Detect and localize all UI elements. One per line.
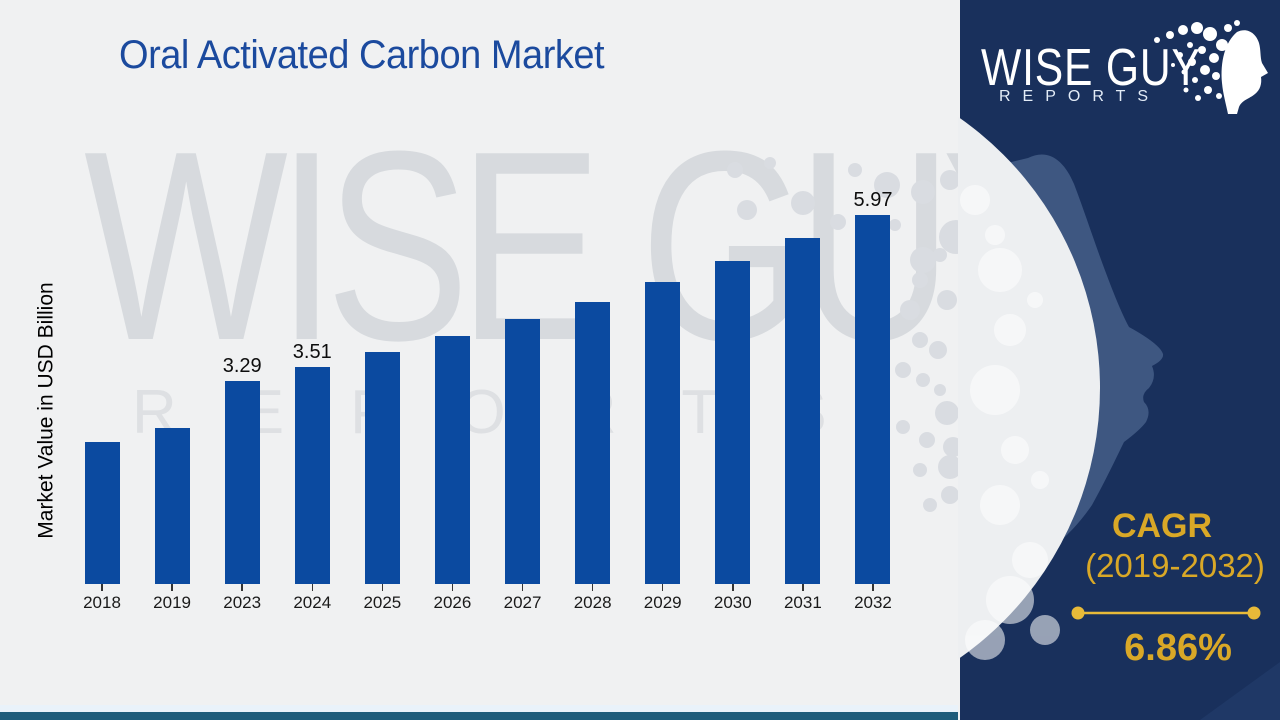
bottom-teal-strip xyxy=(0,712,958,720)
x-tick-label-2024: 2024 xyxy=(293,593,332,612)
x-tick-label-2028: 2028 xyxy=(573,593,612,612)
x-tick-2018 xyxy=(101,584,103,591)
bar-2019 xyxy=(154,428,190,584)
x-tick-2019 xyxy=(171,584,173,591)
x-tick-2029 xyxy=(661,584,664,591)
cagr-value: 6.86% xyxy=(1124,627,1232,669)
x-tick-2031 xyxy=(802,584,804,591)
x-tick-label-2027: 2027 xyxy=(503,593,542,612)
logo-reports: REPORTS xyxy=(999,88,1161,105)
bar-2027 xyxy=(505,319,541,584)
brand-panel xyxy=(960,0,1280,720)
bar-value-label-2023: 3.29 xyxy=(222,355,262,377)
bar-2031 xyxy=(785,238,821,584)
bar-2028 xyxy=(575,302,611,584)
bar-2024 xyxy=(294,367,330,584)
bar-2030 xyxy=(715,261,751,584)
x-tick-2024 xyxy=(311,584,314,591)
bar-value-label-2024: 3.51 xyxy=(292,341,332,363)
chart-title: Oral Activated Carbon Market xyxy=(119,33,605,77)
bar-2026 xyxy=(434,336,470,584)
x-tick-label-2025: 2025 xyxy=(363,593,402,612)
bar-2025 xyxy=(364,352,400,584)
x-tick-label-2026: 2026 xyxy=(433,593,472,612)
cagr-range: (2019-2032) xyxy=(1085,547,1265,584)
x-tick-2030 xyxy=(732,584,734,591)
x-tick-2028 xyxy=(591,584,594,591)
x-tick-2023 xyxy=(241,584,243,591)
x-tick-2026 xyxy=(451,584,454,591)
bar-2018 xyxy=(84,442,120,584)
x-tick-2032 xyxy=(872,584,874,591)
x-tick-2025 xyxy=(381,584,384,591)
x-tick-2027 xyxy=(521,584,524,591)
x-tick-label-2031: 2031 xyxy=(783,593,822,612)
cagr-label: CAGR xyxy=(1111,507,1213,545)
logo-wordmark: WISE GUY xyxy=(981,39,1201,97)
x-tick-label-2018: 2018 xyxy=(83,593,121,612)
x-tick-label-2023: 2023 xyxy=(223,593,262,612)
x-tick-label-2032: 2032 xyxy=(854,593,892,612)
x-tick-label-2030: 2030 xyxy=(713,593,752,612)
bar-2023 xyxy=(224,381,260,584)
bar-2029 xyxy=(645,282,681,584)
bottom-pale-strip xyxy=(0,705,958,712)
bar-2032 xyxy=(855,215,891,584)
x-tick-label-2019: 2019 xyxy=(153,593,191,612)
x-tick-label-2029: 2029 xyxy=(643,593,682,612)
bar-value-label-2032: 5.97 xyxy=(853,189,893,211)
